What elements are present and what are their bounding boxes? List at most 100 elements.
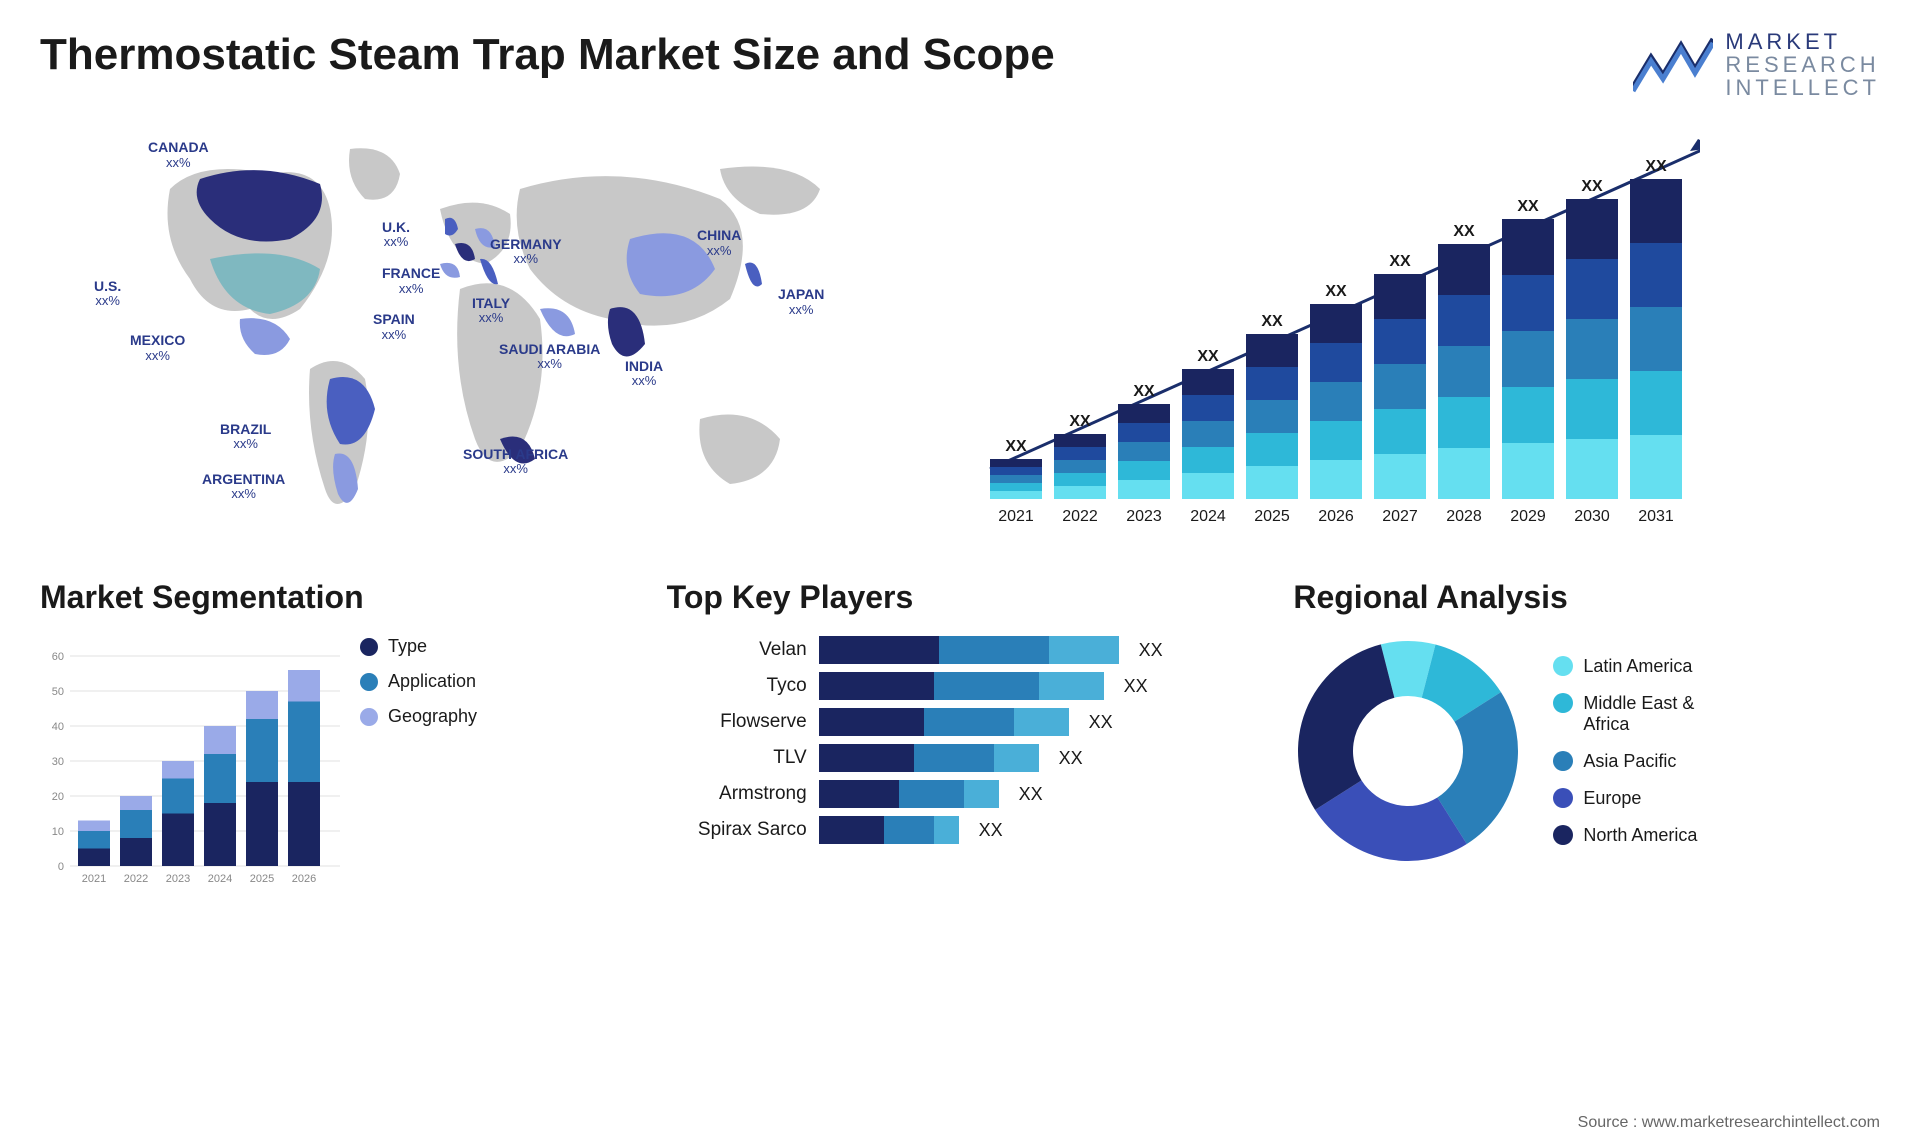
segmentation-panel: Market Segmentation 0 10 20 30 40 50 60 2021 202… [40,579,627,886]
svg-text:0: 0 [58,861,64,873]
segmentation-title: Market Segmentation [40,579,627,616]
player-name: Armstrong [667,783,807,805]
map-label: GERMANYxx% [490,237,562,267]
logo-line1: MARKET [1725,30,1880,53]
svg-text:XX: XX [1453,223,1475,240]
svg-text:XX: XX [1261,313,1283,330]
legend-item: Europe [1553,788,1733,809]
player-bar [819,744,1039,772]
player-row: Tyco XX [667,672,1254,700]
svg-text:60: 60 [52,651,64,663]
regional-donut-chart [1293,636,1523,866]
logo-line2: RESEARCH [1725,53,1880,76]
svg-text:2027: 2027 [1382,508,1418,525]
player-value: XX [1124,676,1148,697]
player-row: Spirax Sarco XX [667,816,1254,844]
map-label: U.S.xx% [94,279,121,309]
svg-text:XX: XX [1645,158,1667,175]
svg-text:2026: 2026 [292,873,316,885]
players-title: Top Key Players [667,579,1254,616]
player-name: Tyco [667,675,807,697]
svg-text:2024: 2024 [1190,508,1226,525]
map-label: SAUDI ARABIAxx% [499,342,600,372]
map-label: CHINAxx% [697,228,741,258]
player-value: XX [1019,784,1043,805]
map-label: INDIAxx% [625,359,663,389]
player-row: Velan XX [667,636,1254,664]
player-bar [819,708,1069,736]
growth-chart-panel: XX 2021 XX 2022 XX 2023 XX 2024 XX 2025 XX 2026 XX 20… [980,119,1880,539]
map-label: ARGENTINAxx% [202,472,285,502]
svg-text:2028: 2028 [1446,508,1482,525]
svg-text:XX: XX [1197,348,1219,365]
svg-text:2022: 2022 [1062,508,1098,525]
map-label: MEXICOxx% [130,333,185,363]
world-map-panel: CANADAxx% U.S.xx% MEXICOxx% BRAZILxx% ARGENT… [40,119,940,539]
map-label: FRANCExx% [382,266,440,296]
legend-item: Asia Pacific [1553,751,1733,772]
svg-text:XX: XX [1389,253,1411,270]
svg-text:10: 10 [52,826,64,838]
brand-logo: MARKET RESEARCH INTELLECT [1633,30,1880,99]
player-bar [819,816,959,844]
legend-item: Type [360,636,477,657]
svg-text:2022: 2022 [124,873,148,885]
player-name: Velan [667,639,807,661]
legend-item: Latin America [1553,656,1733,677]
svg-text:2031: 2031 [1638,508,1674,525]
player-name: Spirax Sarco [667,819,807,841]
svg-text:40: 40 [52,721,64,733]
svg-text:30: 30 [52,756,64,768]
svg-text:2030: 2030 [1574,508,1610,525]
map-label: ITALYxx% [472,296,510,326]
player-value: XX [1139,640,1163,661]
player-name: Flowserve [667,711,807,733]
svg-text:XX: XX [1133,383,1155,400]
svg-text:2021: 2021 [998,508,1034,525]
map-label: SPAINxx% [373,312,415,342]
player-bar [819,672,1104,700]
players-bar-list: Velan XX Tyco XX Flowserve XX TLV XX Armstrong XX… [667,636,1254,844]
player-row: Armstrong XX [667,780,1254,808]
svg-text:2023: 2023 [1126,508,1162,525]
svg-text:2029: 2029 [1510,508,1546,525]
svg-text:XX: XX [1005,438,1027,455]
svg-text:XX: XX [1581,178,1603,195]
player-value: XX [979,820,1003,841]
player-row: TLV XX [667,744,1254,772]
player-value: XX [1059,748,1083,769]
svg-text:2024: 2024 [208,873,232,885]
svg-text:20: 20 [52,791,64,803]
player-bar [819,636,1119,664]
svg-text:XX: XX [1517,198,1539,215]
svg-text:2026: 2026 [1318,508,1354,525]
map-label: JAPANxx% [778,287,824,317]
players-panel: Top Key Players Velan XX Tyco XX Flowserve XX… [667,579,1254,886]
logo-line3: INTELLECT [1725,76,1880,99]
map-label: SOUTH AFRICAxx% [463,447,568,477]
page-title: Thermostatic Steam Trap Market Size and … [40,30,1055,80]
player-name: TLV [667,747,807,769]
svg-text:2023: 2023 [166,873,190,885]
legend-item: Application [360,671,477,692]
svg-text:2025: 2025 [250,873,274,885]
player-bar [819,780,999,808]
map-label: U.K.xx% [382,220,410,250]
regional-title: Regional Analysis [1293,579,1880,616]
player-row: Flowserve XX [667,708,1254,736]
map-label: CANADAxx% [148,140,209,170]
source-attribution: Source : www.marketresearchintellect.com [1578,1114,1880,1132]
legend-item: Geography [360,706,477,727]
segmentation-legend: Type Application Geography [360,636,477,886]
svg-text:2021: 2021 [82,873,106,885]
regional-panel: Regional Analysis Latin AmericaMiddle Ea… [1293,579,1880,886]
legend-item: North America [1553,825,1733,846]
segmentation-bar-chart: 0 10 20 30 40 50 60 2021 2022 2023 2024 2025 2026 [40,636,340,886]
map-label: BRAZILxx% [220,422,271,452]
regional-legend: Latin AmericaMiddle East & AfricaAsia Pa… [1553,656,1733,846]
logo-mark-icon [1633,37,1713,93]
player-value: XX [1089,712,1113,733]
svg-text:XX: XX [1069,413,1091,430]
svg-text:50: 50 [52,686,64,698]
svg-text:2025: 2025 [1254,508,1290,525]
